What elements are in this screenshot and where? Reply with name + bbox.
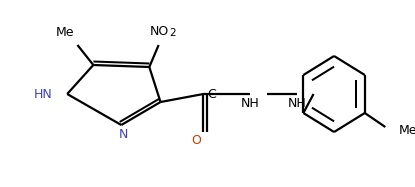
Text: N: N xyxy=(119,128,128,140)
Text: O: O xyxy=(191,134,201,146)
Text: HN: HN xyxy=(34,88,52,100)
Text: Me: Me xyxy=(56,25,75,39)
Text: NO: NO xyxy=(150,24,169,38)
Text: NH: NH xyxy=(287,96,306,110)
Text: C: C xyxy=(207,88,216,100)
Text: NH: NH xyxy=(241,96,259,110)
Text: Me: Me xyxy=(398,123,415,137)
Text: 2: 2 xyxy=(169,28,176,38)
